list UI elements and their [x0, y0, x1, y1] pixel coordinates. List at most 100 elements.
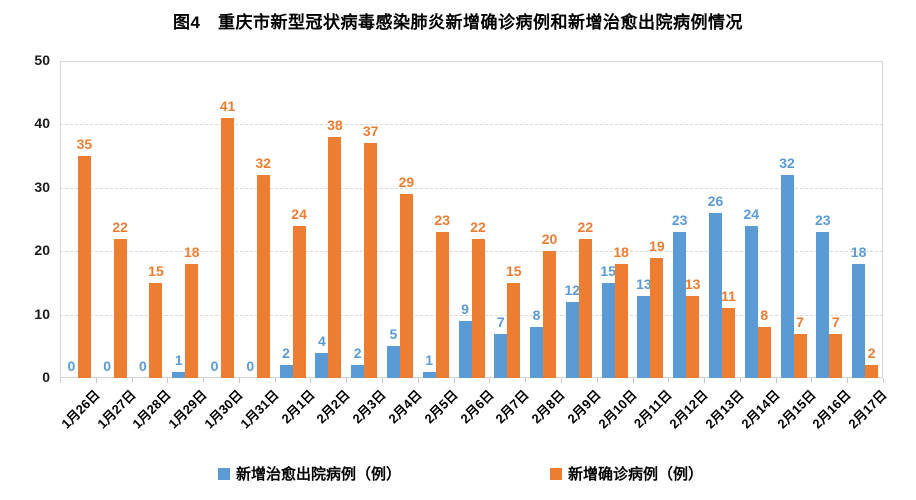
bar-value-label-confirmed-1月31日: 32 [255, 155, 272, 172]
bar-value-label-confirmed-2月17日: 2 [867, 345, 876, 362]
bar-cured-2月4日 [386, 346, 400, 378]
bar-value-label-confirmed-2月10日: 18 [613, 243, 629, 260]
bar-value-label-cured-2月7日: 7 [496, 313, 505, 330]
bar-confirmed-2月12日 [686, 295, 700, 378]
x-axis-tick-14 [560, 378, 562, 383]
bar-value-label-cured-1月30日: 0 [210, 358, 219, 374]
bar-value-label-cured-2月8日: 8 [532, 307, 541, 324]
bar-confirmed-2月4日 [399, 194, 413, 378]
legend-label-confirmed: 新增确诊病例（例） [568, 466, 704, 483]
bar-cured-2月7日 [494, 333, 508, 378]
x-axis-tick-18 [704, 378, 706, 383]
bar-value-label-confirmed-2月6日: 22 [470, 218, 486, 235]
x-axis-tick-0 [60, 378, 61, 383]
chart-title: 图4 重庆市新型冠状病毒感染肺炎新增确诊病例和新增治愈出院病例情况 [173, 13, 743, 32]
bar-value-label-cured-2月11日: 13 [636, 275, 652, 292]
bar-cured-2月5日 [422, 371, 436, 378]
bar-value-label-cured-2月14日: 24 [743, 205, 760, 222]
x-axis-tick-4 [203, 378, 205, 383]
x-axis-tick-16 [632, 378, 634, 383]
x-axis-tick-2 [131, 378, 133, 383]
bar-confirmed-2月7日 [507, 282, 521, 378]
bar-cured-2月14日 [744, 225, 758, 378]
bar-value-label-cured-1月29日: 1 [174, 351, 183, 368]
bar-confirmed-2月3日 [364, 143, 378, 378]
x-axis-tick-11 [453, 378, 455, 383]
bar-confirmed-1月28日 [149, 282, 163, 378]
legend-swatch-cured-icon [218, 467, 230, 480]
x-axis-tick-9 [382, 378, 384, 383]
bar-confirmed-1月31日 [256, 175, 270, 378]
y-axis-label-50: 50 [34, 52, 50, 68]
bar-value-label-confirmed-2月13日: 11 [721, 288, 736, 305]
bar-cured-2月2日 [315, 352, 329, 378]
bar-value-label-confirmed-2月15日: 7 [796, 313, 804, 330]
x-axis-tick-3 [167, 378, 169, 383]
bar-value-label-cured-1月27日: 0 [103, 358, 112, 374]
bar-value-label-confirmed-2月4日: 29 [398, 174, 415, 191]
bar-value-label-confirmed-2月8日: 20 [541, 231, 558, 248]
bar-value-label-cured-2月13日: 26 [707, 193, 724, 210]
bar-confirmed-1月30日 [221, 118, 235, 378]
legend: 新增治愈出院病例（例） 新增确诊病例（例） [0, 461, 916, 485]
bar-cured-2月9日 [565, 301, 579, 378]
bar-value-label-cured-2月4日: 5 [389, 326, 398, 343]
bar-cured-2月17日 [852, 263, 866, 378]
x-axis-tick-19 [739, 378, 741, 383]
legend-item-cured: 新增治愈出院病例（例） [218, 463, 401, 484]
bar-value-label-confirmed-2月14日: 8 [760, 307, 769, 324]
bar-confirmed-2月8日 [543, 251, 557, 378]
x-axis-tick-13 [525, 378, 527, 383]
gridline-y-30 [60, 187, 883, 189]
y-axis-label-20: 20 [34, 242, 50, 259]
x-axis-tick-10 [417, 378, 419, 383]
x-axis-tick-17 [668, 378, 670, 383]
x-axis-tick-8 [346, 378, 348, 383]
y-axis-label-40: 40 [34, 115, 50, 132]
bar-value-label-cured-2月10日: 15 [600, 262, 616, 279]
bar-value-label-confirmed-2月16日: 7 [831, 313, 840, 330]
bar-confirmed-1月26日 [77, 156, 91, 378]
gridline-y-40 [60, 124, 883, 126]
bar-value-label-cured-2月17日: 18 [850, 243, 867, 260]
bar-value-label-cured-2月3日: 2 [353, 345, 362, 362]
x-axis-tick-15 [596, 378, 598, 383]
bar-confirmed-2月17日 [865, 365, 879, 378]
legend-swatch-confirmed-icon [550, 467, 562, 480]
x-axis-tick-22 [847, 378, 849, 383]
legend-label-cured: 新增治愈出院病例（例） [236, 466, 402, 483]
bar-confirmed-2月1日 [292, 225, 306, 378]
bar-value-label-confirmed-2月5日: 23 [434, 212, 450, 229]
bar-value-label-confirmed-2月3日: 37 [362, 123, 379, 140]
bar-value-label-confirmed-2月9日: 22 [577, 218, 594, 235]
bar-confirmed-2月14日 [757, 327, 771, 378]
bar-cured-2月10日 [601, 282, 615, 378]
bar-cured-2月6日 [458, 320, 472, 378]
bar-confirmed-2月13日 [721, 308, 735, 378]
bar-cured-2月15日 [780, 175, 794, 378]
y-axis-label-0: 0 [42, 369, 50, 385]
bar-value-label-cured-1月26日: 0 [67, 358, 76, 374]
x-axis-tick-7 [310, 378, 312, 383]
bar-confirmed-2月5日 [435, 232, 449, 378]
bar-value-label-confirmed-1月26日: 35 [76, 136, 93, 153]
bar-cured-2月8日 [530, 327, 544, 378]
bar-value-label-confirmed-2月1日: 24 [291, 205, 307, 222]
bar-value-label-cured-2月15日: 32 [779, 155, 795, 172]
bar-confirmed-2月9日 [578, 238, 592, 378]
x-axis-tick-1 [95, 378, 97, 383]
bar-value-label-confirmed-1月30日: 41 [219, 98, 236, 115]
bar-value-label-cured-1月31日: 0 [246, 358, 255, 374]
bar-cured-2月16日 [816, 232, 830, 378]
x-axis-tick-5 [238, 378, 240, 383]
bar-value-label-confirmed-1月28日: 15 [148, 262, 164, 279]
bar-cured-2月11日 [637, 295, 651, 378]
bar-cured-2月1日 [279, 365, 293, 378]
x-axis-tick-20 [775, 378, 777, 383]
bar-value-label-confirmed-2月11日: 19 [649, 237, 665, 254]
bar-confirmed-2月10日 [614, 263, 628, 378]
bar-confirmed-2月2日 [328, 137, 342, 378]
bar-value-label-cured-2月9日: 12 [564, 281, 581, 298]
bar-value-label-confirmed-1月27日: 22 [112, 218, 128, 235]
bar-value-label-cured-2月12日: 23 [671, 212, 688, 229]
